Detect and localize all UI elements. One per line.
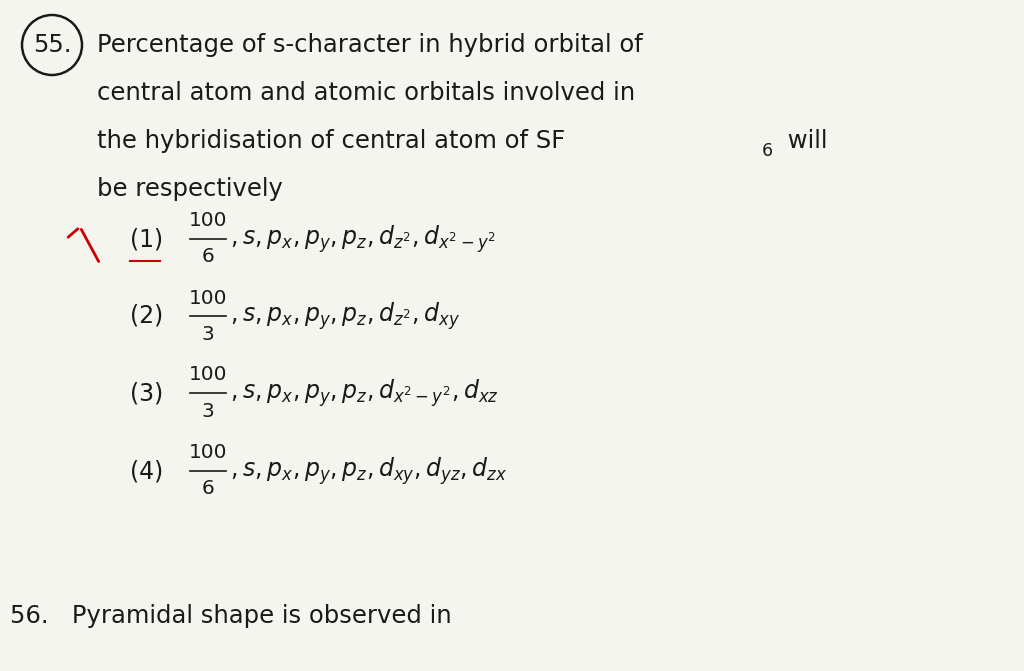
Text: (4): (4) <box>130 459 163 483</box>
Text: $, s, p_x, p_y, p_z, d_{x^2-y^2}, d_{xz}$: $, s, p_x, p_y, p_z, d_{x^2-y^2}, d_{xz}… <box>230 377 499 409</box>
Text: 6: 6 <box>202 480 214 499</box>
Text: 100: 100 <box>188 289 227 307</box>
Text: (3): (3) <box>130 381 163 405</box>
Text: 100: 100 <box>188 444 227 462</box>
Text: 6: 6 <box>202 248 214 266</box>
Text: (2): (2) <box>130 304 163 328</box>
Text: central atom and atomic orbitals involved in: central atom and atomic orbitals involve… <box>97 81 635 105</box>
Text: $, s, p_x, p_y, p_z, d_{z^2}, d_{xy}$: $, s, p_x, p_y, p_z, d_{z^2}, d_{xy}$ <box>230 300 460 332</box>
Text: Percentage of s-character in hybrid orbital of: Percentage of s-character in hybrid orbi… <box>97 33 643 57</box>
Text: 55.: 55. <box>33 33 72 57</box>
Text: 100: 100 <box>188 366 227 384</box>
Text: 100: 100 <box>188 211 227 231</box>
Text: (1): (1) <box>130 227 163 251</box>
Text: be respectively: be respectively <box>97 177 283 201</box>
Text: $, s, p_x, p_y, p_z, d_{xy}, d_{yz}, d_{zx}$: $, s, p_x, p_y, p_z, d_{xy}, d_{yz}, d_{… <box>230 455 508 487</box>
Text: $, s, p_x, p_y, p_z, d_{z^2}, d_{x^2-y^2}$: $, s, p_x, p_y, p_z, d_{z^2}, d_{x^2-y^2… <box>230 223 496 255</box>
Text: the hybridisation of central atom of SF: the hybridisation of central atom of SF <box>97 129 565 153</box>
Text: 3: 3 <box>202 325 214 344</box>
Text: 56.   Pyramidal shape is observed in: 56. Pyramidal shape is observed in <box>10 604 452 628</box>
Text: 3: 3 <box>202 401 214 421</box>
Text: will: will <box>780 129 827 153</box>
Text: 6: 6 <box>762 142 773 160</box>
